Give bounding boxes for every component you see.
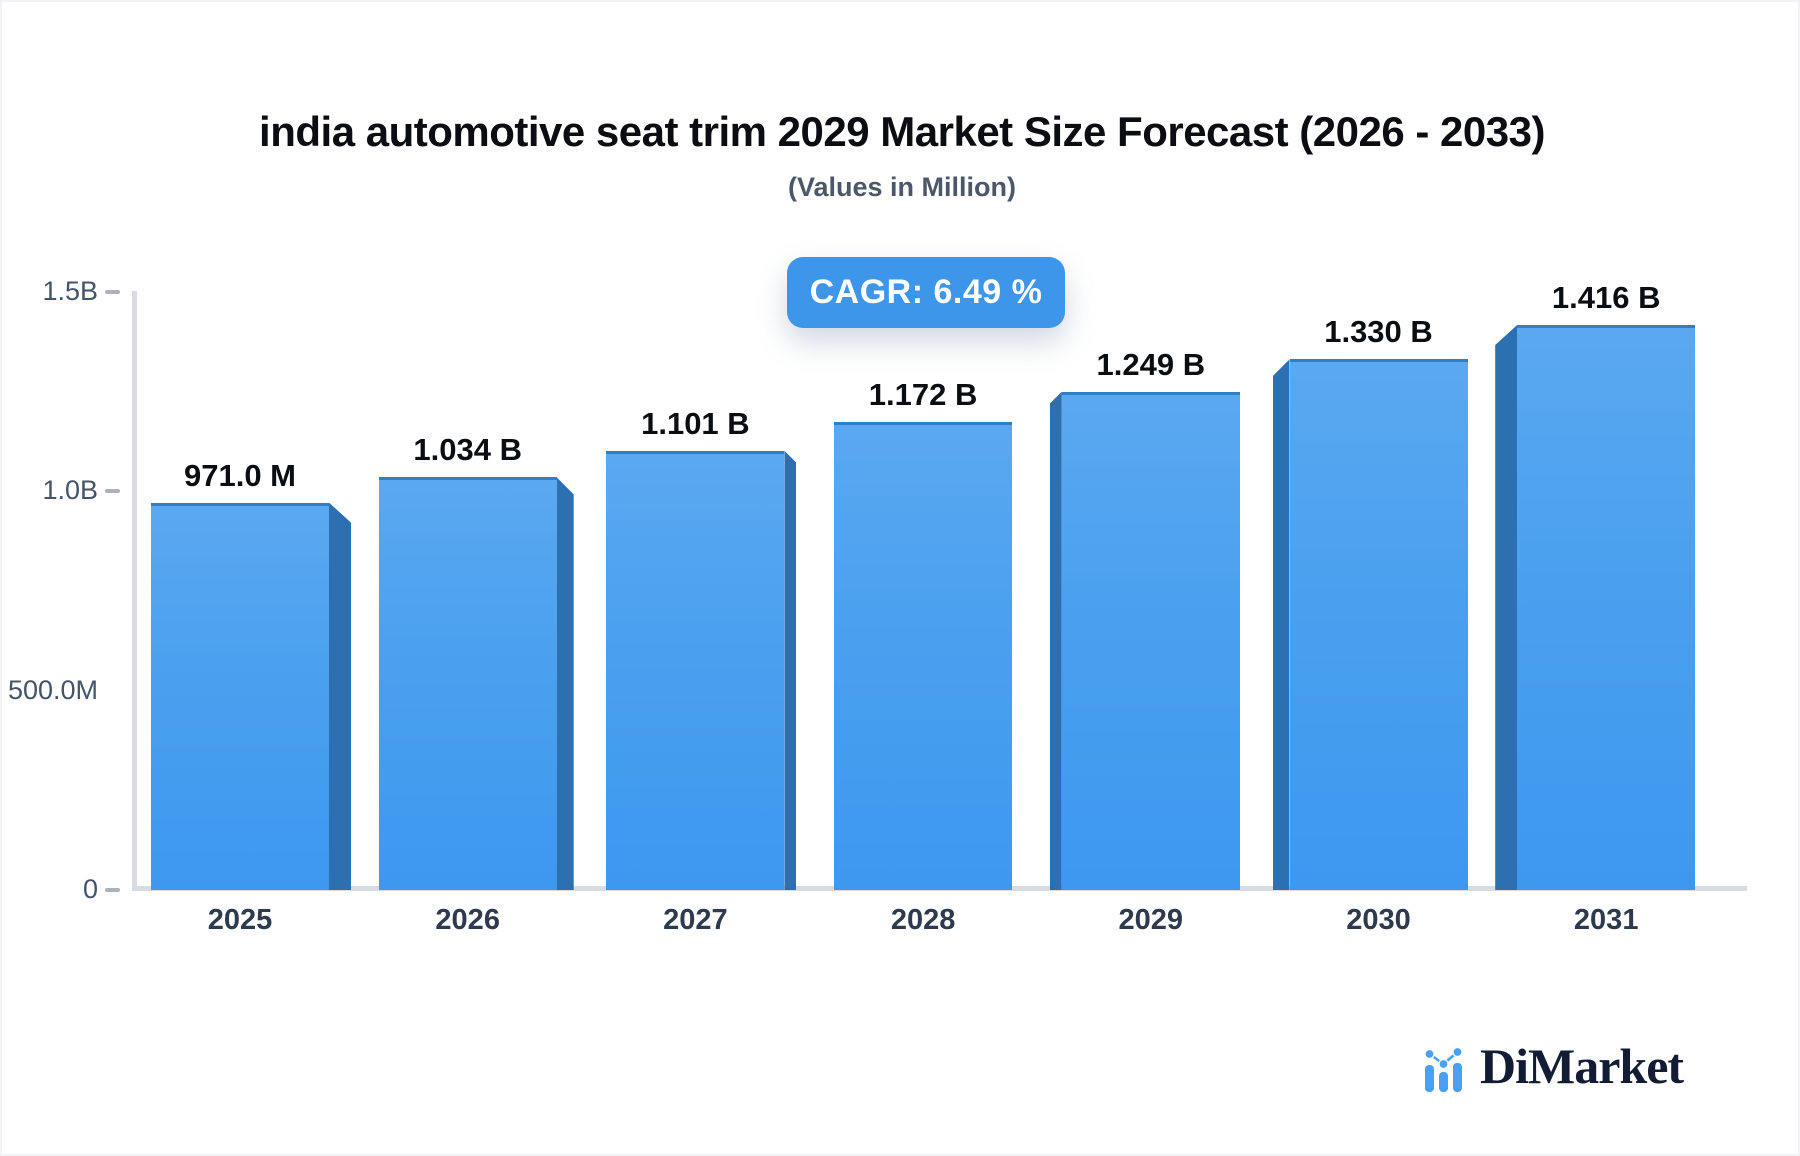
- dimarket-logo-icon: [1424, 1046, 1463, 1092]
- y-axis-label: 500.0M: [7, 674, 98, 705]
- dimarket-logo-text: DiMarket: [1480, 1038, 1684, 1094]
- bar: [1289, 359, 1468, 890]
- x-axis-label: 2029: [1118, 904, 1184, 936]
- x-axis-label: 2027: [663, 904, 728, 936]
- x-axis-label: 2025: [207, 904, 273, 936]
- bar-3d-side: [556, 477, 574, 890]
- y-axis-line: [132, 291, 137, 891]
- bar-value-label: 971.0 M: [183, 457, 297, 493]
- bar-3d-side: [1495, 325, 1518, 890]
- x-axis-label: 2028: [890, 904, 956, 936]
- cagr-badge-label: CAGR: 6.49 %: [809, 273, 1043, 311]
- bar-3d-side: [1272, 359, 1290, 890]
- bar-3d-side: [329, 502, 351, 890]
- bar: [378, 477, 557, 890]
- bar: [1061, 391, 1240, 890]
- bar-value-label: 1.330 B: [1324, 314, 1433, 350]
- y-axis-tick: [105, 489, 120, 493]
- y-axis-tick: [105, 289, 120, 294]
- bar: [606, 450, 785, 890]
- y-axis-label: 1.0B: [42, 475, 98, 505]
- y-axis-tick: [105, 888, 120, 892]
- y-axis-label: 1.5B: [42, 275, 98, 306]
- bar: [834, 422, 1013, 890]
- bar-value-label: 1.034 B: [413, 432, 522, 468]
- bar-value-label: 1.249 B: [1096, 346, 1206, 382]
- bar-value-label: 1.416 B: [1551, 280, 1661, 316]
- chart-subtitle: (Values in Million): [787, 172, 1017, 202]
- bar-3d-side: [784, 450, 797, 890]
- y-axis-label: 0: [82, 874, 98, 904]
- bar-value-label: 1.172 B: [868, 377, 978, 413]
- bar-3d-side: [1049, 391, 1062, 890]
- dimarket-logo: DiMarket: [1424, 1038, 1684, 1094]
- bar: [1517, 325, 1696, 890]
- chart-title: india automotive seat trim 2029 Market S…: [259, 108, 1545, 155]
- cagr-badge: CAGR: 6.49 %: [787, 257, 1065, 328]
- x-axis-label: 2026: [435, 904, 500, 936]
- bar-value-label: 1.101 B: [641, 405, 750, 441]
- bar: [151, 502, 329, 890]
- x-axis-label: 2030: [1346, 904, 1411, 936]
- x-axis-label: 2031: [1573, 904, 1639, 936]
